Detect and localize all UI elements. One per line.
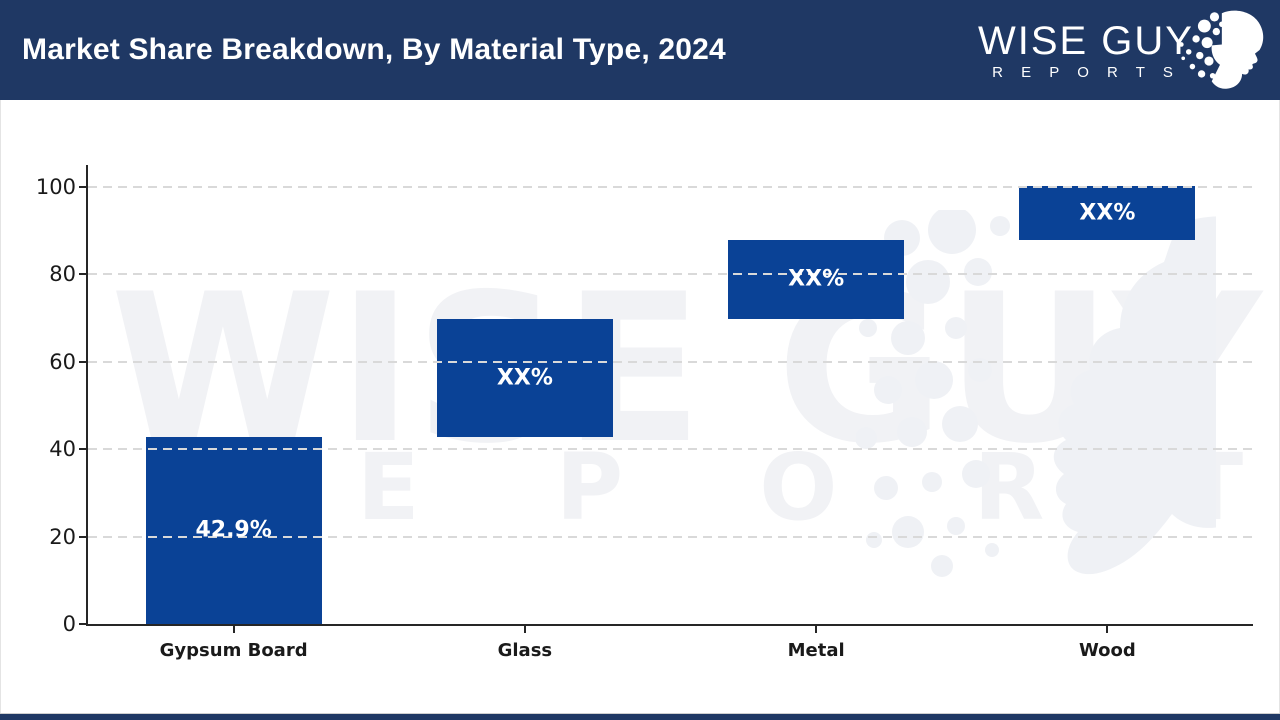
x-tick-label: Glass	[497, 640, 553, 661]
chart-title: Market Share Breakdown, By Material Type…	[22, 33, 726, 66]
y-tick-mark	[79, 623, 88, 625]
footer-accent-bar	[0, 714, 1280, 720]
y-axis-spine	[86, 165, 88, 626]
logo-face-icon	[1179, 10, 1264, 89]
left-border	[0, 100, 1, 714]
gridline	[88, 186, 1253, 188]
y-tick-mark	[79, 273, 88, 276]
y-tick-mark	[79, 448, 88, 451]
x-axis-spine	[86, 624, 1253, 626]
y-tick-label: 0	[62, 612, 76, 636]
y-tick-mark	[79, 186, 88, 188]
y-tick-label: 60	[49, 349, 76, 374]
bar	[1019, 186, 1196, 241]
gridline	[88, 360, 1253, 363]
logo-subtitle: R E P O R T S	[992, 63, 1180, 81]
watermark-face-icon	[856, 210, 1216, 577]
y-tick-mark	[79, 360, 88, 363]
y-tick-mark	[79, 535, 88, 538]
bar-value-label: XX%	[788, 266, 845, 292]
logo-wordmark-block: WISE GUY R E P O R T S	[978, 20, 1194, 81]
header: Market Share Breakdown, By Material Type…	[0, 0, 1280, 100]
bar-value-label: XX%	[496, 365, 553, 391]
bar	[145, 436, 322, 624]
gridline	[88, 535, 1253, 538]
gridline	[88, 273, 1253, 276]
gridline	[88, 448, 1253, 451]
y-tick-label: 80	[49, 262, 76, 287]
bar-value-label: XX%	[1079, 200, 1136, 226]
brand-logo: WISE GUY R E P O R T S	[978, 7, 1266, 93]
logo-wordmark: WISE GUY	[977, 18, 1194, 63]
y-tick-label: 100	[35, 175, 76, 199]
x-tick-label: Metal	[787, 640, 845, 661]
y-tick-label: 40	[49, 437, 76, 462]
footer-hairline	[0, 713, 1280, 714]
y-tick-label: 20	[49, 524, 76, 549]
x-tick-mark	[815, 625, 818, 633]
x-tick-mark	[523, 625, 526, 633]
bar-value-label: 42.9%	[195, 517, 272, 543]
x-tick-mark	[232, 625, 235, 633]
x-tick-mark	[1106, 625, 1109, 633]
x-tick-label: Wood	[1078, 640, 1136, 661]
bar	[436, 318, 613, 437]
x-tick-label: Gypsum Board	[159, 640, 308, 661]
bar	[728, 240, 905, 319]
